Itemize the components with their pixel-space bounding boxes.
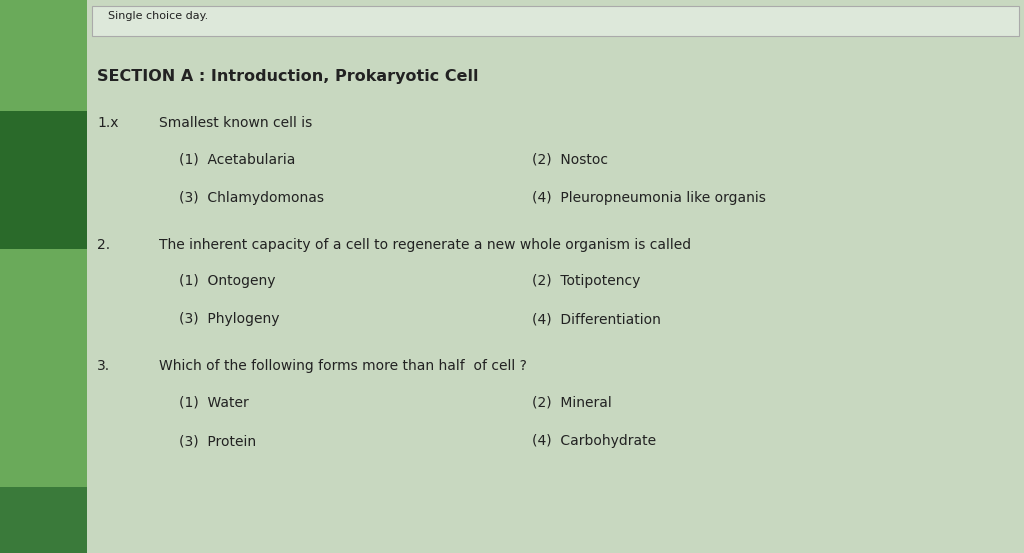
Text: (2)  Totipotency: (2) Totipotency bbox=[532, 274, 641, 288]
Text: 3.: 3. bbox=[97, 359, 111, 373]
Text: (2)  Nostoc: (2) Nostoc bbox=[532, 152, 608, 166]
Text: (1)  Acetabularia: (1) Acetabularia bbox=[179, 152, 296, 166]
Text: 2.: 2. bbox=[97, 238, 111, 252]
Text: Which of the following forms more than half  of cell ?: Which of the following forms more than h… bbox=[159, 359, 526, 373]
Text: (1)  Ontogeny: (1) Ontogeny bbox=[179, 274, 275, 288]
Text: (4)  Differentiation: (4) Differentiation bbox=[532, 312, 662, 326]
FancyBboxPatch shape bbox=[92, 6, 1019, 36]
Text: (3)  Protein: (3) Protein bbox=[179, 434, 256, 448]
Text: Single choice day.: Single choice day. bbox=[108, 11, 208, 21]
Text: (3)  Chlamydomonas: (3) Chlamydomonas bbox=[179, 191, 325, 205]
Bar bbox=[0, 111, 87, 249]
Text: The inherent capacity of a cell to regenerate a new whole organism is called: The inherent capacity of a cell to regen… bbox=[159, 238, 691, 252]
Bar bbox=[0, 487, 87, 553]
Text: Smallest known cell is: Smallest known cell is bbox=[159, 116, 312, 130]
Text: (1)  Water: (1) Water bbox=[179, 395, 249, 409]
Text: 1.x: 1.x bbox=[97, 116, 119, 130]
Bar bbox=[0, 0, 87, 553]
Text: (3)  Phylogeny: (3) Phylogeny bbox=[179, 312, 280, 326]
Text: SECTION A : Introduction, Prokaryotic Cell: SECTION A : Introduction, Prokaryotic Ce… bbox=[97, 69, 479, 84]
Text: (2)  Mineral: (2) Mineral bbox=[532, 395, 612, 409]
Text: (4)  Pleuropneumonia like organis: (4) Pleuropneumonia like organis bbox=[532, 191, 766, 205]
Text: (4)  Carbohydrate: (4) Carbohydrate bbox=[532, 434, 656, 448]
